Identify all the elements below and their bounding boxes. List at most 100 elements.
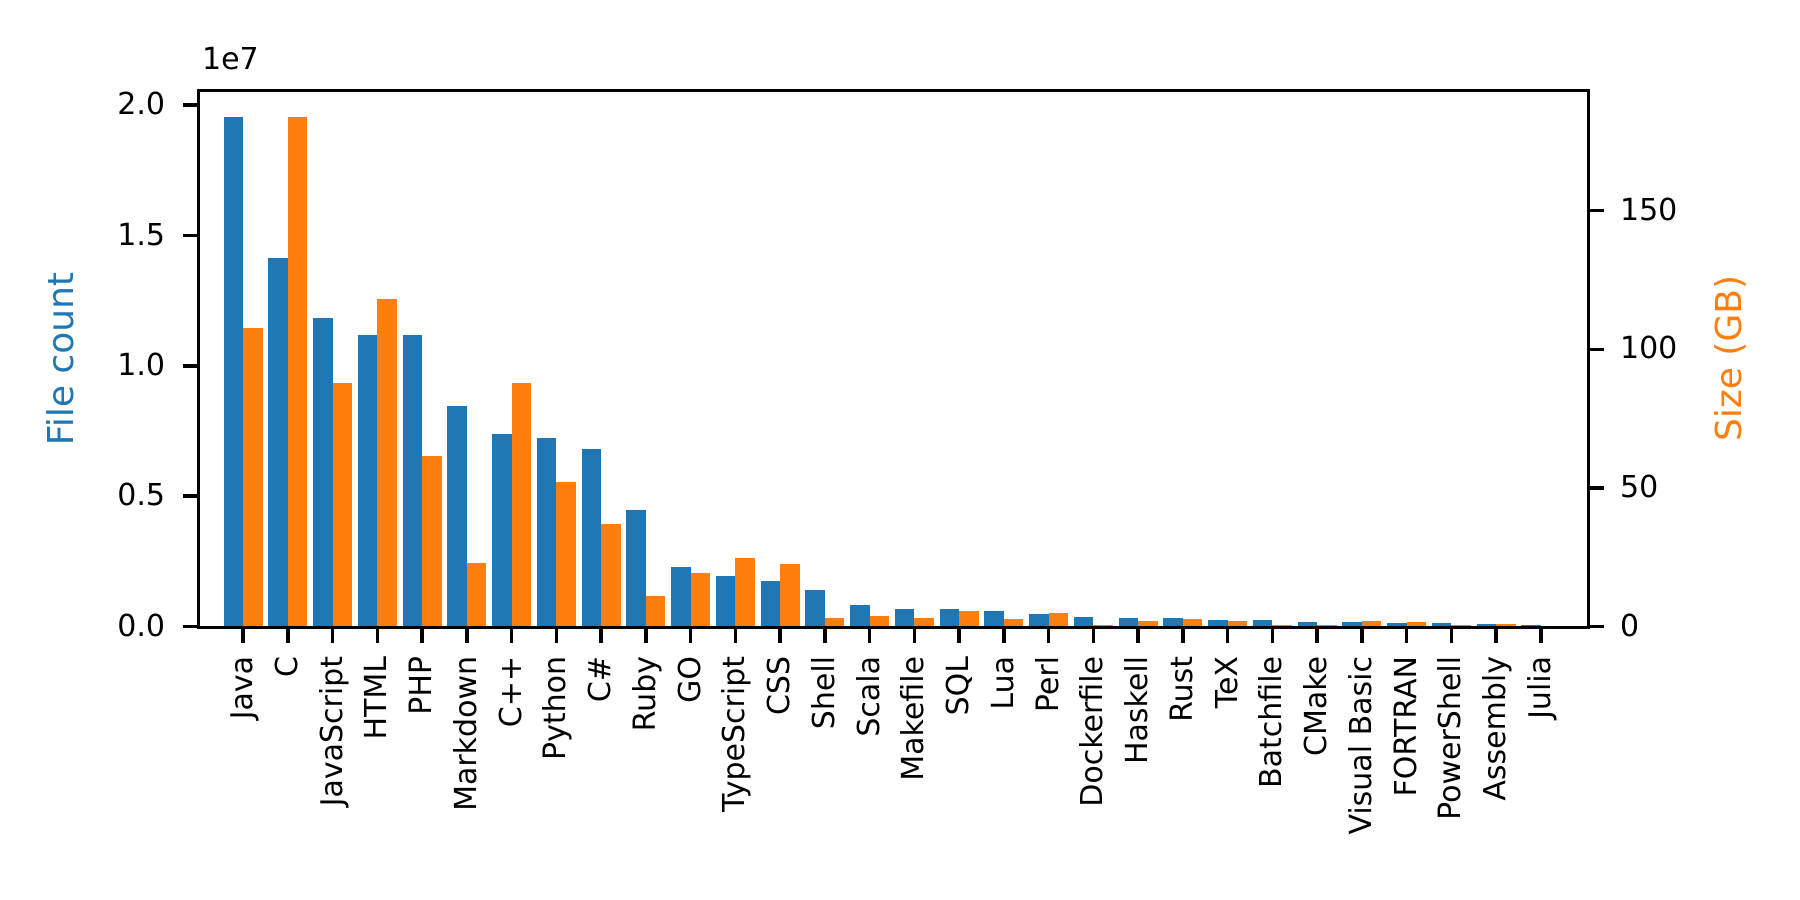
right-axis-title-wrap: Size (GB) [1704, 91, 1756, 626]
bar-size-sql [959, 610, 979, 627]
x-tick-label-haskell: Haskell [1120, 656, 1155, 765]
bar-file-count-sql [939, 609, 959, 627]
bar-size-typescript [735, 558, 755, 627]
bar-file-count-fortran [1387, 622, 1407, 627]
x-tickmark-cmake [1315, 626, 1319, 643]
right-y-tick-label-0: 0 [1620, 608, 1640, 644]
bar-size-makefile [914, 618, 934, 627]
x-tickmark-php [420, 626, 424, 643]
x-tickmark-dockerfile [1091, 626, 1095, 643]
left-axis-title-wrap: File count [38, 91, 86, 626]
bar-size-html [377, 299, 397, 627]
x-tick-label-cmake: CMake [1299, 656, 1334, 756]
x-tick-label-shell: Shell [806, 656, 842, 730]
bar-size-c [601, 524, 621, 627]
right-y-tick-label-1: 50 [1620, 469, 1659, 505]
bar-file-count-go [671, 567, 691, 627]
bar-size-javascript [332, 383, 352, 627]
left-y-tickmark-0 [183, 624, 199, 629]
left-y-tick-label-2: 1.0 [117, 347, 165, 383]
bar-size-go [690, 573, 710, 627]
x-tickmark-visual-basic [1360, 626, 1364, 643]
x-tickmark-powershell [1449, 626, 1453, 643]
bar-size-assembly [1496, 624, 1516, 627]
x-tick-label-c: C# [583, 656, 618, 703]
bar-file-count-tex [1208, 619, 1228, 627]
bar-size-css [780, 563, 800, 627]
x-tick-label-fortran: FORTRAN [1388, 656, 1424, 797]
bar-file-count-java [223, 116, 243, 627]
bar-size-dockerfile [1093, 624, 1113, 627]
x-tick-label-markdown: Markdown [448, 656, 484, 811]
right-y-tick-label-2: 100 [1620, 331, 1678, 367]
bar-file-count-perl [1029, 613, 1049, 627]
x-tick-label-css: CSS [762, 656, 797, 716]
right-y-tickmark-0 [1588, 624, 1604, 629]
right-y-tickmark-2 [1588, 347, 1604, 352]
x-tickmark-go [688, 626, 693, 643]
bar-size-rust [1182, 619, 1203, 627]
x-tick-label-julia: Julia [1522, 656, 1558, 719]
x-tick-label-visual-basic: Visual Basic [1343, 656, 1379, 835]
bar-file-count-html [357, 335, 378, 627]
x-tickmark-c [509, 626, 514, 643]
x-tick-label-makefile: Makefile [896, 656, 932, 781]
bar-size-fortran [1406, 622, 1426, 627]
left-y-tickmark-4 [183, 103, 199, 107]
x-tickmark-java [241, 626, 245, 643]
bar-size-powershell [1451, 624, 1471, 627]
bar-file-count-markdown [447, 405, 467, 627]
bar-size-visual-basic [1361, 621, 1382, 627]
x-tickmark-ruby [644, 626, 648, 643]
bar-file-count-scala [850, 604, 870, 627]
right-axis-title: Size (GB) [1709, 275, 1750, 442]
x-tick-label-lua: Lua [985, 656, 1021, 710]
x-tick-label-java: Java [225, 656, 260, 720]
bar-file-count-batchfile [1252, 620, 1273, 627]
x-tickmark-c [599, 626, 603, 643]
x-tick-label-c: C [269, 656, 305, 677]
x-tick-label-go: GO [672, 656, 708, 703]
x-tickmark-c [286, 626, 290, 643]
right-y-tick-label-3: 150 [1620, 192, 1678, 228]
left-y-tickmark-1 [183, 494, 199, 498]
x-tick-label-python: Python [538, 656, 574, 760]
right-y-tickmark-3 [1588, 208, 1604, 213]
bar-file-count-css [760, 581, 780, 627]
x-tickmark-sql [957, 626, 961, 643]
x-tick-label-scala: Scala [851, 656, 887, 737]
plot-area [197, 89, 1590, 629]
x-tickmark-scala [867, 626, 872, 643]
bar-file-count-javascript [313, 317, 333, 627]
bar-size-scala [869, 615, 889, 627]
left-y-tick-label-4: 2.0 [117, 87, 165, 123]
x-tick-label-tex: TeX [1209, 656, 1245, 709]
bar-size-c [287, 116, 308, 627]
x-tick-label-typescript: TypeScript [717, 656, 753, 812]
bar-size-tex [1227, 620, 1247, 627]
left-y-tick-label-3: 1.5 [117, 217, 165, 253]
x-tickmark-fortran [1404, 626, 1409, 643]
x-tick-label-php: PHP [404, 656, 439, 715]
x-tick-label-c: C++ [493, 656, 529, 728]
left-y-tick-label-1: 0.5 [117, 478, 165, 514]
bar-file-count-c [581, 448, 601, 627]
bar-size-php [422, 456, 442, 627]
bar-size-ruby [645, 596, 666, 627]
x-tickmark-shell [823, 626, 827, 643]
bar-size-batchfile [1272, 624, 1292, 627]
x-tickmark-lua [1002, 626, 1006, 643]
bar-size-java [243, 327, 263, 627]
x-tick-label-perl: Perl [1030, 656, 1066, 713]
bar-file-count-rust [1163, 618, 1183, 627]
x-tick-label-html: HTML [359, 656, 395, 740]
x-tick-label-javascript: JavaScript [314, 656, 350, 807]
x-tickmark-tex [1225, 626, 1230, 643]
left-axis-offset-label: 1e7 [202, 42, 259, 77]
x-tickmark-assembly [1494, 626, 1498, 643]
x-tick-label-batchfile: Batchfile [1254, 656, 1290, 788]
bar-file-count-visual-basic [1342, 622, 1362, 627]
